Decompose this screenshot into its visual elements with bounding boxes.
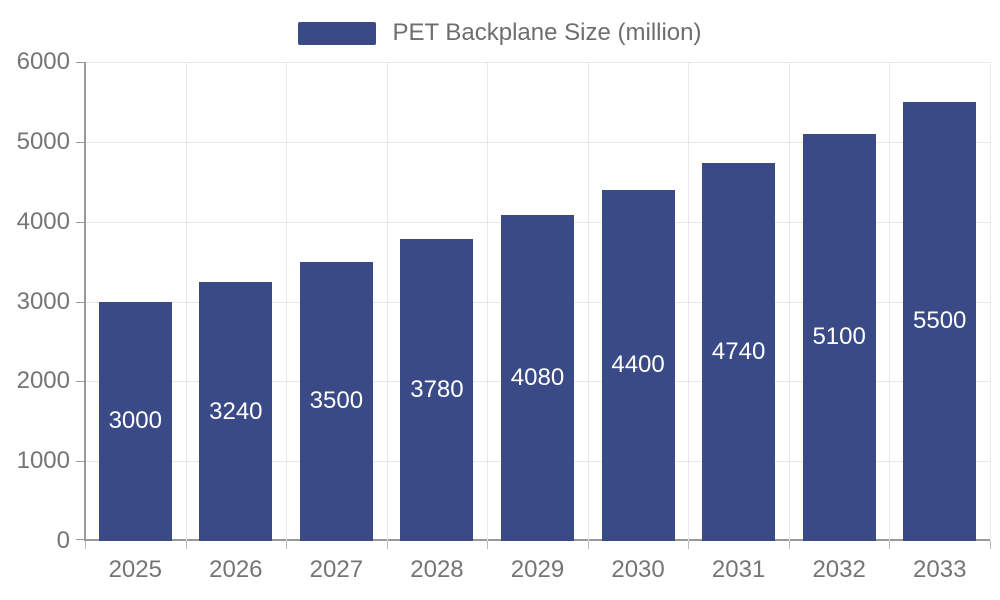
gridline-x-2 [286, 62, 288, 541]
x-tick-8 [889, 541, 891, 549]
x-axis-label-2031: 2031 [711, 556, 766, 583]
x-tick-0 [85, 541, 86, 549]
x-tick-5 [587, 541, 589, 549]
y-tick-6000 [76, 62, 85, 63]
x-tick-2 [286, 541, 288, 549]
bar-2030[interactable]: 4400 [601, 189, 675, 541]
gridline-x-4 [487, 62, 489, 541]
plot-area: 0 1000 2000 3000 4000 5000 6000 3000 2025 3240 202… [17, 49, 991, 583]
x-tick-4 [487, 541, 489, 549]
bar-value-label: 4400 [611, 351, 665, 379]
gridline-x-8 [889, 62, 891, 541]
gridline-x-3 [386, 62, 388, 541]
bar-2032[interactable]: 5100 [802, 133, 876, 541]
y-tick-0 [76, 539, 85, 540]
bar-2026[interactable]: 3240 [199, 282, 273, 541]
x-axis-label-2030: 2030 [611, 556, 665, 583]
x-axis-label-2028: 2028 [410, 556, 464, 583]
x-axis-label-2027: 2027 [309, 556, 364, 583]
y-tick-3000 [76, 301, 85, 303]
bar-2027[interactable]: 3500 [299, 261, 373, 541]
y-tick-2000 [76, 381, 85, 383]
gridline-x-5 [587, 62, 589, 541]
x-axis-label-2025: 2025 [108, 556, 162, 583]
bar-2031[interactable]: 4740 [702, 162, 776, 541]
legend-label: PET Backplane Size (million) [392, 19, 702, 46]
gridline-y-5000 [85, 141, 990, 143]
y-tick-1000 [76, 461, 85, 463]
x-axis-label-2026: 2026 [209, 556, 263, 583]
y-axis-label: 0 [56, 527, 70, 554]
gridline-y-6000 [85, 62, 990, 63]
y-axis-label: 2000 [16, 367, 70, 395]
x-axis-label-2033: 2033 [913, 556, 967, 583]
bar-value-label: 3500 [309, 387, 364, 415]
bar-2025[interactable]: 3000 [98, 301, 172, 541]
y-axis-label: 6000 [16, 48, 70, 75]
bar-value-label: 3000 [108, 407, 162, 435]
bar-value-label: 5500 [913, 307, 967, 335]
y-tick-5000 [76, 141, 85, 143]
x-axis-label-2032: 2032 [812, 556, 866, 583]
gridline-x-1 [185, 62, 187, 541]
x-tick-1 [185, 541, 187, 549]
gridline-x-6 [688, 62, 690, 541]
gridline-x-9 [990, 62, 991, 541]
y-axis-label: 4000 [16, 207, 70, 235]
y-axis-label: 3000 [16, 287, 70, 315]
bar-2033[interactable]: 5500 [903, 101, 977, 541]
legend[interactable]: PET Backplane Size (million) [0, 18, 1000, 48]
y-axis-label: 5000 [16, 127, 70, 155]
x-tick-9 [990, 541, 991, 549]
x-tick-7 [788, 541, 790, 549]
gridline-x-7 [788, 62, 790, 541]
bar-value-label: 4740 [711, 337, 766, 365]
y-axis-label: 1000 [16, 447, 70, 475]
bar-value-label: 5100 [812, 323, 866, 351]
legend-swatch [298, 21, 377, 45]
bar-value-label: 4080 [510, 364, 565, 392]
x-tick-3 [386, 541, 388, 549]
bar-2028[interactable]: 3780 [400, 239, 474, 541]
bar-value-label: 3240 [209, 397, 263, 425]
bar-2029[interactable]: 4080 [501, 215, 574, 541]
y-axis-line [84, 62, 86, 541]
x-tick-6 [688, 541, 690, 549]
bar-value-label: 3780 [410, 376, 464, 404]
y-tick-4000 [76, 221, 85, 223]
x-axis-label-2029: 2029 [510, 556, 565, 583]
